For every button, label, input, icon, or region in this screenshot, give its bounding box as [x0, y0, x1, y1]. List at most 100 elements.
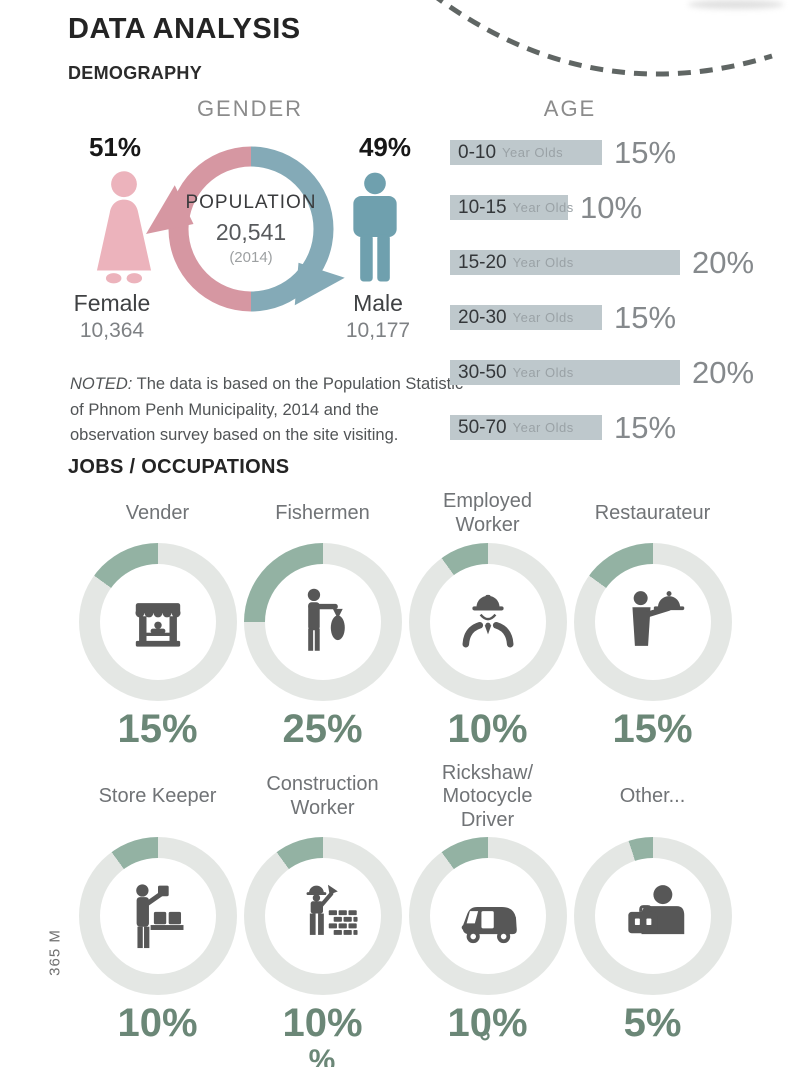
female-percent: 51% [88, 132, 142, 162]
gender-section-title: GENDER [196, 96, 304, 121]
job-label: Vender [125, 502, 190, 525]
waiter-icon [631, 591, 684, 646]
gender-donut-center: POPULATION 20,541 (2014) [161, 192, 341, 266]
job-label: Store Keeper [98, 785, 217, 808]
store-keeper-icon [135, 884, 183, 949]
male-percent: 49% [358, 132, 412, 162]
age-suffix-label: Year Olds [512, 200, 574, 215]
job-cell-other: Other... 5% [570, 759, 735, 1053]
job-donut-inner [264, 858, 381, 974]
age-range-label: 15-20 [458, 251, 507, 273]
female-figure-icon [96, 171, 152, 284]
age-suffix-label: Year Olds [512, 310, 574, 325]
job-pct-label: 5% [623, 1001, 682, 1045]
male-label: Male [353, 290, 403, 316]
age-suffix-label: Year Olds [512, 365, 574, 380]
age-range-label: 30-50 [458, 361, 507, 383]
job-label: Fishermen [275, 502, 370, 525]
note-paragraph: NOTED: The data is based on the Populati… [70, 372, 465, 449]
job-label: Construction Worker [266, 773, 379, 819]
age-pct-label: 15% [614, 299, 677, 335]
age-range-label: 10-15 [458, 196, 507, 218]
age-suffix-label: Year Olds [512, 420, 574, 435]
age-row: 20-30 Year Olds 15% [450, 300, 754, 335]
cropped-percent-glyph: % [308, 1044, 336, 1067]
cropped-degree-glyph: ° [479, 1026, 491, 1059]
age-pct-label: 15% [614, 134, 677, 170]
job-donut [573, 543, 732, 701]
job-pct-label: 15% [612, 707, 693, 751]
job-donut-inner [99, 858, 216, 974]
job-label: Other... [619, 785, 686, 808]
population-label: POPULATION [185, 192, 317, 213]
age-bar: 30-50 Year Olds [450, 360, 680, 385]
tuktuk-icon [461, 906, 517, 944]
age-bar-chart: 0-10 Year Olds 15% 10-15 Year Olds 10% 1… [450, 135, 754, 470]
job-cell-construction-worker: Construction Worker [240, 759, 405, 1053]
age-row: 50-70 Year Olds 15% [450, 410, 754, 445]
job-cell-store-keeper: Store Keeper [75, 759, 240, 1053]
hardhat-worker-icon [462, 594, 513, 648]
age-pct-label: 15% [614, 409, 677, 445]
female-arrowhead [146, 185, 194, 234]
briefcase-person-icon [627, 885, 684, 935]
note-text: The data is based on the Population Stat… [70, 375, 464, 445]
job-pct-label: 10% [117, 1001, 198, 1045]
age-range-label: 50-70 [458, 416, 507, 438]
gender-donut-chart [146, 146, 345, 312]
job-pct-label: 10% [282, 1001, 363, 1045]
job-donut-inner [429, 858, 546, 974]
job-pct-label: 15% [117, 707, 198, 751]
age-pct-label: 20% [692, 244, 755, 280]
age-bar: 50-70 Year Olds [450, 415, 602, 440]
female-label: Female [73, 290, 151, 316]
job-cell-vender: Vender [75, 487, 240, 759]
job-donut-inner [99, 564, 216, 680]
smudge-artifact [688, 0, 784, 9]
age-row: 30-50 Year Olds 20% [450, 355, 754, 390]
note-prefix: NOTED: [70, 375, 133, 393]
job-donut-inner [594, 858, 711, 974]
male-arrowhead [294, 262, 345, 306]
age-pct-label: 10% [580, 189, 643, 225]
job-donut-inner [264, 564, 381, 680]
job-donut [408, 837, 567, 995]
age-bar: 10-15 Year Olds [450, 195, 573, 220]
job-cell-employed-worker: Employed Worker [405, 487, 570, 759]
age-row: 10-15 Year Olds 10% [450, 190, 754, 225]
job-donut [78, 543, 237, 701]
job-label: Restaurateur [594, 502, 711, 525]
job-donut [78, 837, 237, 995]
job-donut-inner [594, 564, 711, 680]
male-figure-icon [353, 172, 397, 282]
population-year: (2014) [229, 249, 273, 266]
job-pct-label: 10% [447, 707, 528, 751]
female-count: 10,364 [79, 319, 145, 342]
job-label: Employed Worker [443, 490, 532, 536]
page-title: DATA ANALYSIS [68, 13, 301, 45]
market-stall-icon [134, 603, 181, 647]
age-bar: 20-30 Year Olds [450, 305, 602, 330]
age-range-label: 0-10 [458, 141, 497, 163]
job-pct-label: 10% [447, 1001, 528, 1045]
demography-heading: DEMOGRAPHY [68, 63, 203, 83]
age-bar: 0-10 Year Olds [450, 140, 602, 165]
age-pct-label: 20% [692, 354, 755, 390]
age-section-title: AGE [543, 96, 597, 121]
age-row: 0-10 Year Olds 15% [450, 135, 754, 170]
job-label: Rickshaw/ Motocycle Driver [441, 761, 534, 831]
male-count: 10,177 [345, 319, 411, 342]
age-row: 15-20 Year Olds 20% [450, 245, 754, 280]
job-cell-restaurateur: Restaurateur 15% [570, 487, 735, 759]
job-donut [573, 837, 732, 995]
dashed-curve-decoration [436, 0, 773, 77]
job-cell-fishermen: Fishermen 25% [240, 487, 405, 759]
side-measure-label: 365 M [46, 929, 64, 976]
age-suffix-label: Year Olds [512, 255, 574, 270]
fisherman-icon [307, 588, 345, 651]
population-value: 20,541 [215, 219, 287, 245]
job-pct-label: 25% [282, 707, 363, 751]
age-suffix-label: Year Olds [502, 145, 564, 160]
age-range-label: 20-30 [458, 306, 507, 328]
